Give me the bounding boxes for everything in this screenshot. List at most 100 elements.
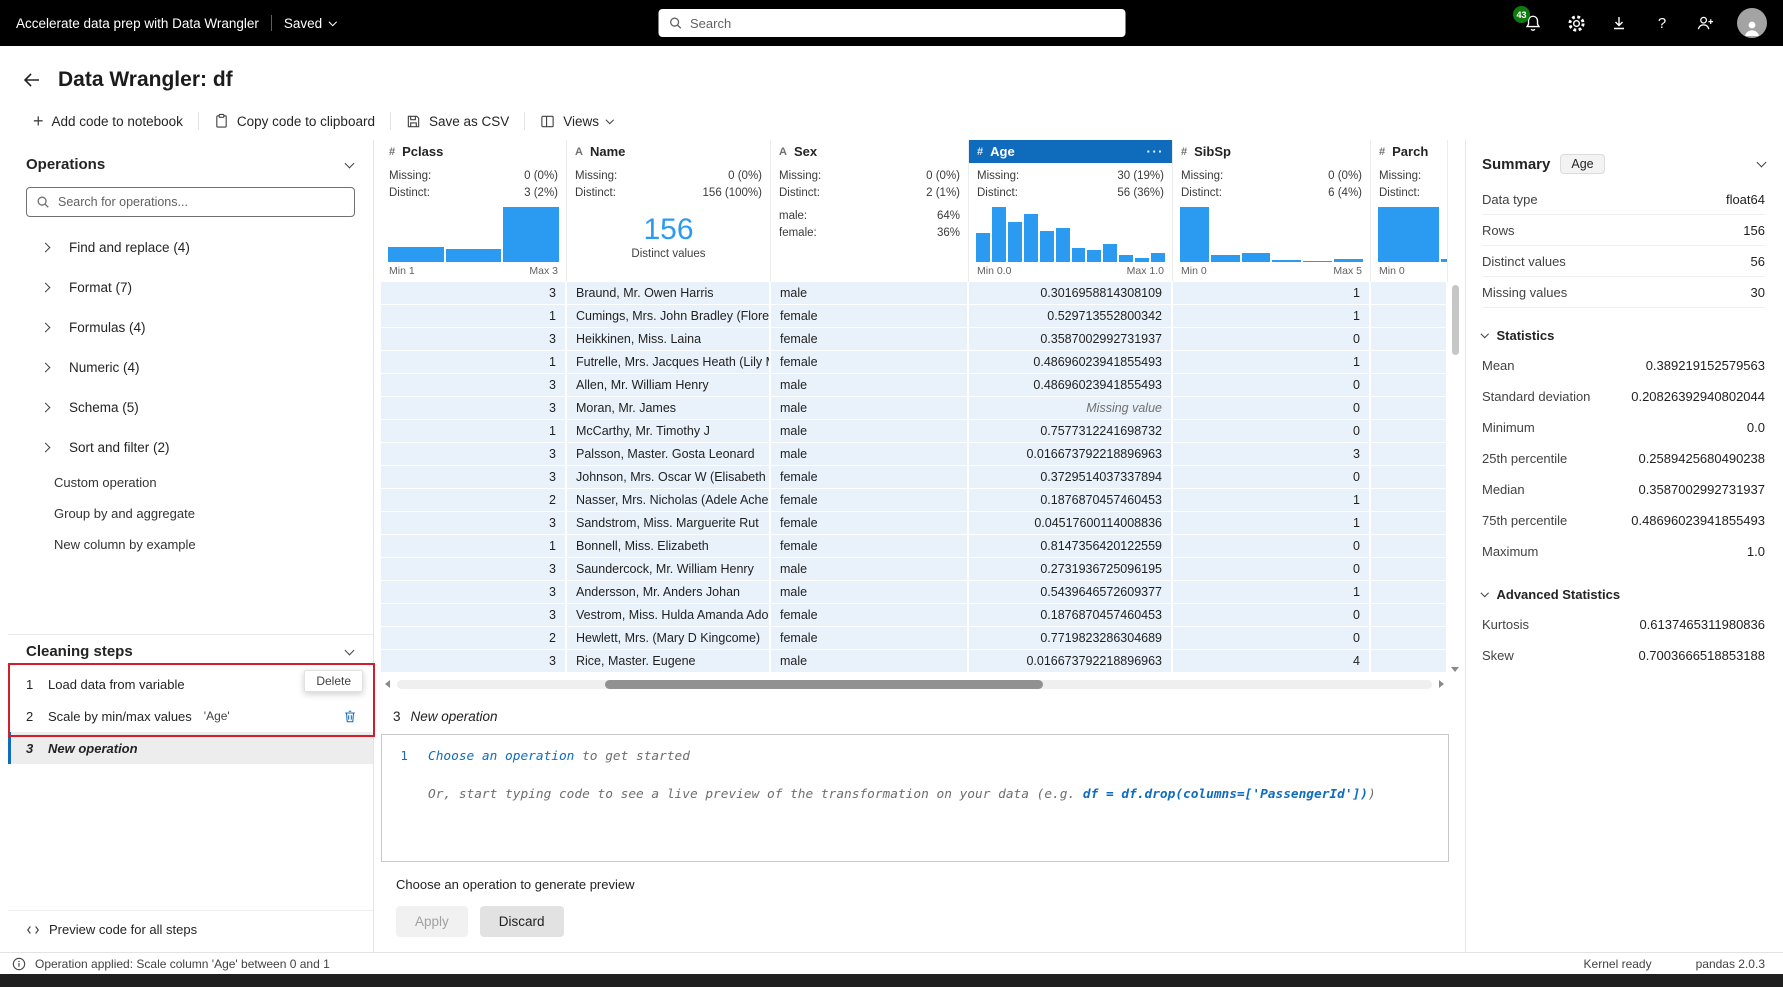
grid-cell[interactable]: 3 xyxy=(381,512,567,535)
account-avatar[interactable] xyxy=(1737,8,1767,38)
add-person-button[interactable] xyxy=(1694,12,1716,34)
operation-group[interactable]: Formulas (4) xyxy=(8,307,373,347)
grid-cell[interactable]: Moran, Mr. James xyxy=(567,397,771,420)
grid-cell[interactable] xyxy=(1371,581,1448,604)
table-row[interactable]: 3 Palsson, Master. Gosta Leonard male 0.016… xyxy=(381,443,1461,466)
table-row[interactable]: 3 Heikkinen, Miss. Laina female 0.358700299… xyxy=(381,328,1461,351)
grid-cell[interactable] xyxy=(1371,443,1448,466)
grid-cell[interactable]: male xyxy=(771,374,969,397)
search-input[interactable] xyxy=(690,15,1115,31)
table-row[interactable]: 3 Andersson, Mr. Anders Johan male 0.543964… xyxy=(381,581,1461,604)
column-header-name[interactable]: A Name Missing: 0 (0%) Distinct: 156 (100%… xyxy=(567,140,771,282)
grid-cell[interactable]: 0.3729514037337894 xyxy=(969,466,1173,489)
grid-cell[interactable]: 0.1876870457460453 xyxy=(969,604,1173,627)
grid-cell[interactable]: Futrelle, Mrs. Jacques Heath (Lily Ma xyxy=(567,351,771,374)
table-row[interactable]: 3 Sandstrom, Miss. Marguerite Rut female 0.… xyxy=(381,512,1461,535)
discard-button[interactable]: Discard xyxy=(479,906,564,937)
grid-cell[interactable]: 0.529713552800342 xyxy=(969,305,1173,328)
table-row[interactable]: 3 Allen, Mr. William Henry male 0.486960239… xyxy=(381,374,1461,397)
grid-cell[interactable]: 1 xyxy=(381,305,567,328)
grid-cell[interactable]: 0.3587002992731937 xyxy=(969,328,1173,351)
grid-cell[interactable]: Palsson, Master. Gosta Leonard xyxy=(567,443,771,466)
grid-cell[interactable] xyxy=(1371,397,1448,420)
grid-cell[interactable]: Andersson, Mr. Anders Johan xyxy=(567,581,771,604)
grid-cell[interactable]: 3 xyxy=(381,443,567,466)
grid-cell[interactable]: female xyxy=(771,305,969,328)
grid-cell[interactable]: 1 xyxy=(381,351,567,374)
grid-cell[interactable]: 0.04517600114008836 xyxy=(969,512,1173,535)
grid-cell[interactable] xyxy=(1371,558,1448,581)
grid-cell[interactable]: 3 xyxy=(381,397,567,420)
grid-cell[interactable]: 0.016673792218896963 xyxy=(969,443,1173,466)
grid-cell[interactable]: female xyxy=(771,535,969,558)
grid-cell[interactable]: Allen, Mr. William Henry xyxy=(567,374,771,397)
grid-cell[interactable] xyxy=(1371,328,1448,351)
grid-cell[interactable]: female xyxy=(771,328,969,351)
grid-cell[interactable]: Johnson, Mrs. Oscar W (Elisabeth Vil xyxy=(567,466,771,489)
grid-cell[interactable]: Cumings, Mrs. John Bradley (Florenc xyxy=(567,305,771,328)
grid-cell[interactable]: 0.48696023941855493 xyxy=(969,374,1173,397)
table-row[interactable]: 3 Moran, Mr. James male Missing value 0 xyxy=(381,397,1461,420)
grid-cell[interactable] xyxy=(1371,351,1448,374)
choose-operation-link[interactable]: Choose an operation xyxy=(428,749,575,764)
operations-search-input[interactable] xyxy=(58,195,345,209)
column-menu-icon[interactable]: ··· xyxy=(1146,144,1164,159)
grid-cell[interactable]: 0.2731936725096195 xyxy=(969,558,1173,581)
statistics-section-header[interactable]: Statistics xyxy=(1480,320,1765,350)
copy-code-button[interactable]: Copy code to clipboard xyxy=(199,105,390,137)
table-row[interactable]: 1 Cumings, Mrs. John Bradley (Florenc fema… xyxy=(381,305,1461,328)
grid-cell[interactable]: 4 xyxy=(1173,650,1371,673)
table-row[interactable]: 3 Braund, Mr. Owen Harris male 0.3016958814… xyxy=(381,282,1461,305)
summary-column-badge[interactable]: Age xyxy=(1560,154,1605,174)
grid-cell[interactable]: 1 xyxy=(1173,282,1371,305)
grid-cell[interactable]: 3 xyxy=(381,558,567,581)
grid-cell[interactable] xyxy=(1371,489,1448,512)
apply-button[interactable]: Apply xyxy=(396,906,468,937)
grid-cell[interactable]: 0 xyxy=(1173,374,1371,397)
grid-cell[interactable]: Nasser, Mrs. Nicholas (Adele Achem xyxy=(567,489,771,512)
grid-cell[interactable]: 2 xyxy=(381,627,567,650)
grid-cell[interactable]: female xyxy=(771,604,969,627)
grid-cell[interactable]: 0.7719823286304689 xyxy=(969,627,1173,650)
operation-item[interactable]: Custom operation xyxy=(54,475,157,490)
download-button[interactable] xyxy=(1608,12,1630,34)
advanced-statistics-section-header[interactable]: Advanced Statistics xyxy=(1480,579,1765,609)
operation-item[interactable]: New column by example xyxy=(54,537,196,552)
grid-cell[interactable]: 3 xyxy=(1173,443,1371,466)
table-row[interactable]: 3 Vestrom, Miss. Hulda Amanda Adolf female… xyxy=(381,604,1461,627)
grid-cell[interactable]: 1 xyxy=(381,420,567,443)
grid-cell[interactable]: 3 xyxy=(381,374,567,397)
operation-group[interactable]: Schema (5) xyxy=(8,387,373,427)
grid-cell[interactable] xyxy=(1371,650,1448,673)
grid-cell[interactable]: 1 xyxy=(1173,351,1371,374)
cleaning-step-2[interactable]: 2 Scale by min/max values 'Age' xyxy=(8,700,373,732)
grid-cell[interactable]: Hewlett, Mrs. (Mary D Kingcome) xyxy=(567,627,771,650)
operation-group[interactable]: Format (7) xyxy=(8,267,373,307)
grid-cell[interactable]: 0 xyxy=(1173,397,1371,420)
grid-cell[interactable]: 0.5439646572609377 xyxy=(969,581,1173,604)
grid-cell[interactable]: Heikkinen, Miss. Laina xyxy=(567,328,771,351)
code-editor[interactable]: 1 Choose an operation to get started Or,… xyxy=(381,734,1449,862)
grid-cell[interactable] xyxy=(1371,627,1448,650)
scroll-right-arrow-icon[interactable] xyxy=(1439,680,1444,688)
grid-cell[interactable]: 3 xyxy=(381,282,567,305)
grid-cell[interactable]: 3 xyxy=(381,581,567,604)
grid-cell[interactable]: Sandstrom, Miss. Marguerite Rut xyxy=(567,512,771,535)
table-row[interactable]: 1 Bonnell, Miss. Elizabeth female 0.8147356… xyxy=(381,535,1461,558)
scroll-left-arrow-icon[interactable] xyxy=(385,680,390,688)
grid-cell[interactable]: male xyxy=(771,581,969,604)
grid-cell[interactable]: male xyxy=(771,282,969,305)
grid-cell[interactable]: Bonnell, Miss. Elizabeth xyxy=(567,535,771,558)
grid-cell[interactable]: 1 xyxy=(381,535,567,558)
column-header-sex[interactable]: A Sex Missing: 0 (0%) Distinct: 2 (1%) mal… xyxy=(771,140,969,282)
grid-cell[interactable]: 1 xyxy=(1173,512,1371,535)
grid-cell[interactable]: 0 xyxy=(1173,420,1371,443)
preview-code-for-all-steps-button[interactable]: Preview code for all steps xyxy=(8,910,373,952)
vertical-scrollbar-thumb[interactable] xyxy=(1452,285,1459,355)
grid-cell[interactable]: Missing value xyxy=(969,397,1173,420)
grid-cell[interactable]: female xyxy=(771,489,969,512)
add-code-to-notebook-button[interactable]: + Add code to notebook xyxy=(18,105,198,137)
vertical-scrollbar[interactable] xyxy=(1448,283,1461,674)
operations-search[interactable] xyxy=(26,187,355,217)
